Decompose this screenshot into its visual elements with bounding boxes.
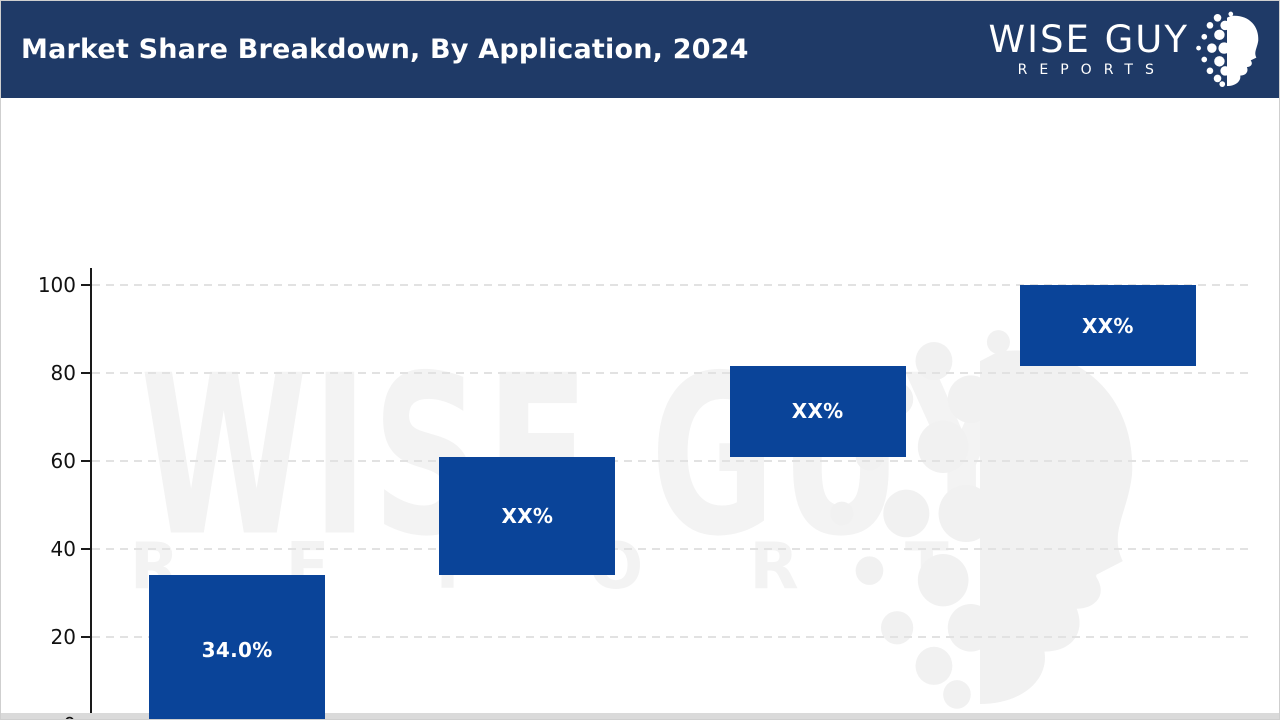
bar-value-label: XX%	[1081, 313, 1134, 338]
y-tick-60	[81, 460, 90, 462]
footer-strip	[1, 713, 1279, 719]
brand-logo-text: WISE GUY REPORTS	[988, 18, 1189, 78]
y-tick-label-40: 40	[50, 537, 76, 561]
gridline-40	[92, 548, 1251, 550]
brand-name: WISE GUY	[988, 18, 1189, 62]
y-tick-label-20: 20	[50, 625, 76, 649]
waterfall-chart: WISE GUY R E P O R T S 02040608010034.0%…	[1, 98, 1279, 719]
y-tick-label-0: 0	[63, 713, 76, 719]
bar-value-label: XX%	[791, 399, 844, 424]
brand-logo: WISE GUY REPORTS	[989, 10, 1263, 90]
y-tick-label-60: 60	[50, 449, 76, 473]
bar-cleaning-service: XX%	[729, 366, 906, 457]
gridline-60	[92, 460, 1251, 462]
y-tick-label-100: 100	[37, 273, 76, 297]
y-tick-40	[81, 548, 90, 550]
dotted-head-icon	[1196, 11, 1259, 87]
y-tick-label-80: 80	[50, 361, 76, 385]
y-tick-20	[81, 636, 90, 638]
gridline-20	[92, 636, 1251, 638]
y-tick-100	[81, 284, 90, 286]
gridline-80	[92, 372, 1251, 374]
header-bar: Market Share Breakdown, By Application, …	[1, 1, 1279, 98]
brand-subtitle: REPORTS	[1017, 61, 1166, 78]
bar-order-taking: XX%	[1019, 285, 1196, 367]
bar-value-label: XX%	[501, 503, 554, 528]
y-tick-80	[81, 372, 90, 374]
bar-food-delivery: 34.0%	[149, 575, 326, 719]
bar-value-label: 34.0%	[201, 638, 273, 663]
gridline-100	[92, 284, 1251, 286]
page-title: Market Share Breakdown, By Application, …	[21, 34, 749, 65]
bar-table-service: XX%	[439, 456, 616, 576]
plot-area: 02040608010034.0%Food DeliveryXX%Table S…	[38, 268, 1251, 719]
